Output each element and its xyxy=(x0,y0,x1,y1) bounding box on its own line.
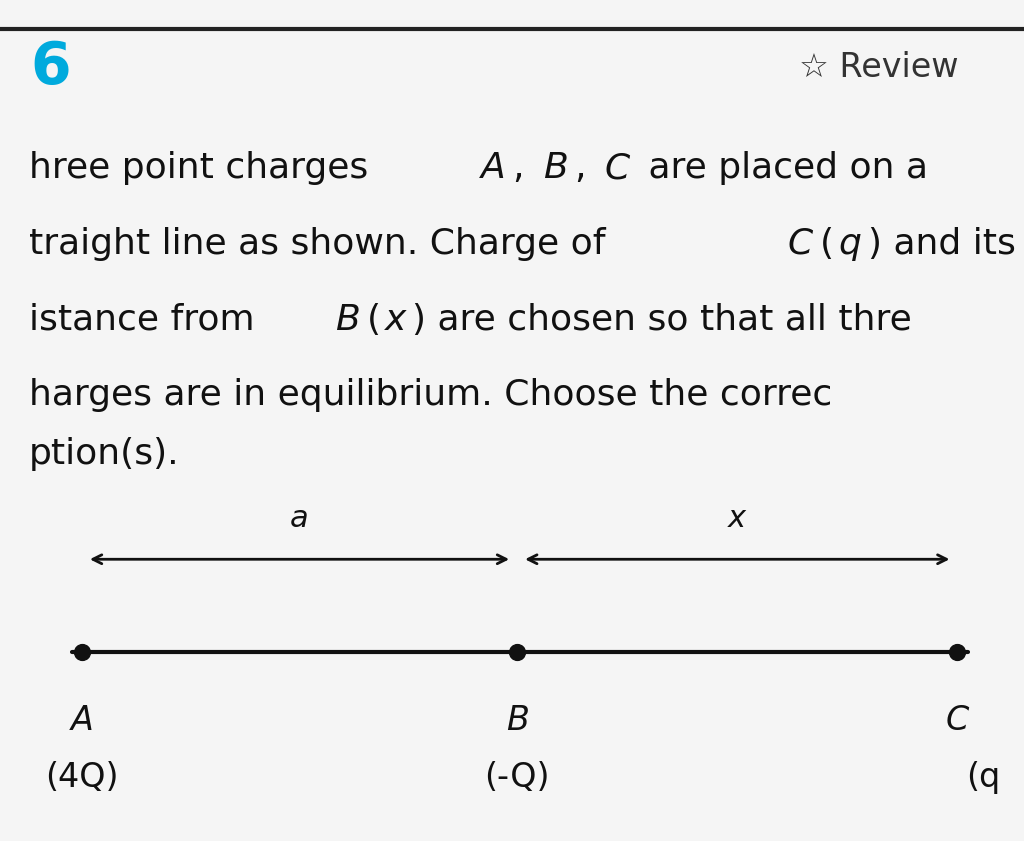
Text: (q: (q xyxy=(966,761,1000,794)
Text: x: x xyxy=(728,505,746,533)
Text: ☆ Review: ☆ Review xyxy=(799,50,958,84)
Text: C: C xyxy=(787,227,813,261)
Text: ,: , xyxy=(574,151,598,185)
Text: B: B xyxy=(543,151,567,185)
Text: x: x xyxy=(385,303,407,336)
Text: A: A xyxy=(481,151,506,185)
Text: harges are in equilibrium. Choose the correc: harges are in equilibrium. Choose the co… xyxy=(29,378,831,412)
Text: C: C xyxy=(946,704,969,737)
Point xyxy=(74,645,90,659)
Text: B: B xyxy=(506,704,528,737)
Text: ) are chosen so that all thre: ) are chosen so that all thre xyxy=(413,303,912,336)
Text: a: a xyxy=(290,505,309,533)
Text: istance from: istance from xyxy=(29,303,266,336)
Text: (-Q): (-Q) xyxy=(484,761,550,794)
Text: ) and its: ) and its xyxy=(867,227,1016,261)
Text: are placed on a: are placed on a xyxy=(637,151,928,185)
Text: B: B xyxy=(335,303,359,336)
Text: (: ( xyxy=(820,227,835,261)
Text: C: C xyxy=(604,151,630,185)
Text: A: A xyxy=(71,704,93,737)
Text: (4Q): (4Q) xyxy=(45,761,119,794)
Point xyxy=(509,645,525,659)
Text: ,: , xyxy=(513,151,537,185)
Text: hree point charges: hree point charges xyxy=(29,151,380,185)
Text: ption(s).: ption(s). xyxy=(29,437,179,471)
Text: traight line as shown. Charge of: traight line as shown. Charge of xyxy=(29,227,616,261)
Text: q: q xyxy=(839,227,861,261)
Text: (: ( xyxy=(367,303,381,336)
Text: 6: 6 xyxy=(31,39,72,96)
Point xyxy=(949,645,966,659)
